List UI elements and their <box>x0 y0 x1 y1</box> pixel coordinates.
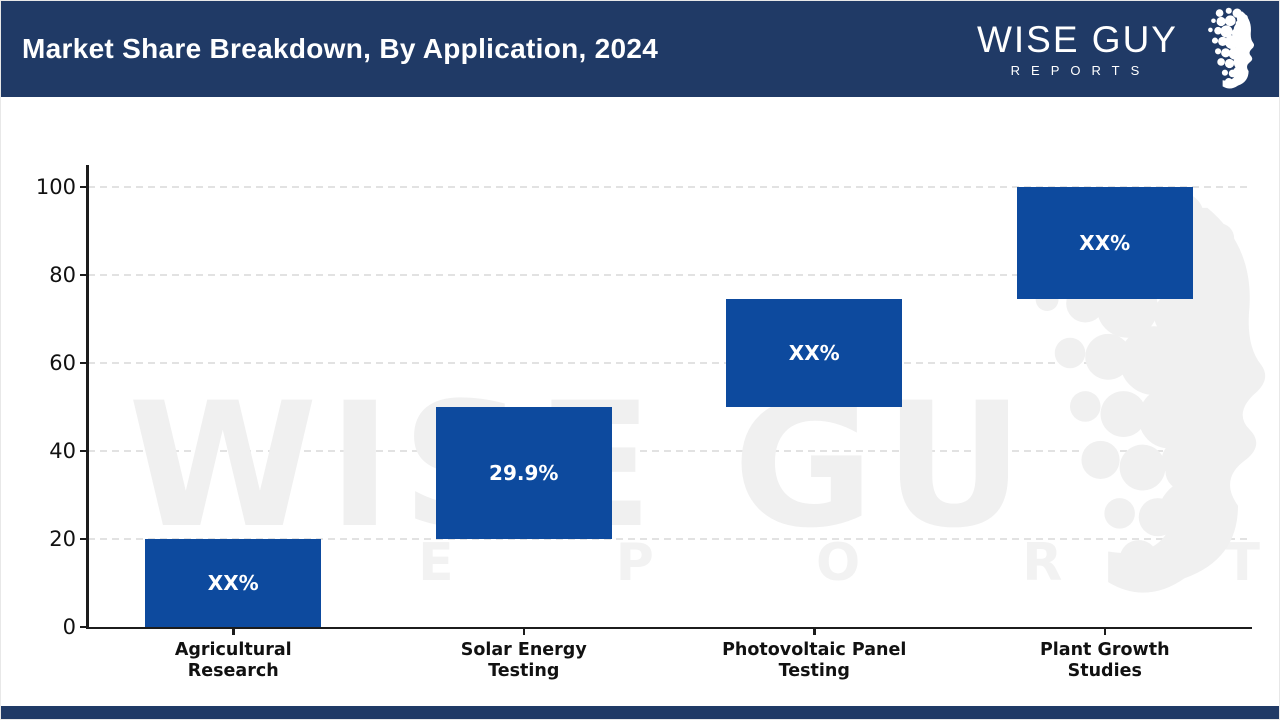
face-dot <box>1224 58 1235 68</box>
face-dot <box>1211 17 1216 23</box>
y-tick-label-0: 0 <box>62 615 76 639</box>
face-dot <box>1104 498 1135 529</box>
brand-name: WISE GUY <box>976 18 1178 60</box>
x-tick-mark-1 <box>522 627 525 635</box>
face-dot <box>1215 8 1224 17</box>
x-tick-mark-2 <box>813 627 816 635</box>
category-label-line: Plant Growth <box>1039 640 1170 660</box>
page-title: Market Share Breakdown, By Application, … <box>22 32 659 64</box>
category-label-line: Testing <box>778 661 850 682</box>
bar-plant-growth-studies: XX% <box>1016 187 1193 300</box>
y-tick-mark-60 <box>80 361 88 365</box>
watermark-reports-text: R E P O R T S <box>216 533 1280 593</box>
category-label-line: Agricultural <box>174 640 292 660</box>
face-dot <box>1208 27 1213 32</box>
bar-value-label: 29.9% <box>489 461 559 485</box>
face-dot <box>1119 444 1166 491</box>
y-tick-mark-40 <box>80 449 88 453</box>
x-axis-line <box>86 626 1252 629</box>
y-tick-mark-80 <box>80 273 88 277</box>
face-dot <box>1220 24 1233 38</box>
bar-photovoltaic-panel-testing: XX% <box>726 299 903 407</box>
face-dot <box>1054 337 1086 369</box>
face-dot <box>1221 69 1228 76</box>
y-tick-mark-20 <box>80 537 88 541</box>
y-tick-label-60: 60 <box>49 351 76 375</box>
category-label-line: Testing <box>488 661 560 682</box>
category-label-solar-energy-testing: Solar Energy Testing <box>394 640 654 683</box>
category-label-agricultural-research: Agricultural Research <box>103 640 363 683</box>
face-dot <box>1211 37 1219 44</box>
x-tick-mark-0 <box>232 627 235 635</box>
bar-solar-energy-testing: 29.9% <box>435 407 612 539</box>
face-dot <box>1216 16 1226 26</box>
brand-subname: REPORTS <box>1010 62 1151 78</box>
y-tick-mark-0 <box>80 625 88 629</box>
category-label-photovoltaic-panel-testing: Photovoltaic Panel Testing <box>684 640 944 683</box>
face-dot <box>1215 47 1222 54</box>
face-dot <box>1070 391 1101 422</box>
y-tick-label-80: 80 <box>49 263 76 287</box>
face-dot <box>1225 7 1232 14</box>
brand-logo: WISE GUY REPORTS <box>977 7 1254 91</box>
x-tick-mark-3 <box>1103 627 1106 635</box>
face-dot <box>1224 14 1236 26</box>
category-label-line: Research <box>187 661 279 682</box>
y-axis-line <box>86 165 89 629</box>
dotted-face-logo-icon <box>1208 7 1254 89</box>
face-dot <box>1214 26 1222 34</box>
face-dot <box>1100 391 1147 437</box>
face-profile <box>1222 11 1254 89</box>
bar-agricultural-research: XX% <box>145 539 322 627</box>
category-label-line: Photovoltaic Panel <box>722 640 907 660</box>
y-tick-mark-100 <box>80 185 88 189</box>
category-label-plant-growth-studies: Plant Growth Studies <box>975 640 1235 683</box>
face-dot <box>1085 333 1132 380</box>
face-dot <box>1217 57 1225 66</box>
face-dot <box>1081 440 1120 479</box>
face-dot <box>1218 36 1228 46</box>
bar-value-label: XX% <box>207 571 259 595</box>
bar-value-label: XX% <box>788 341 840 366</box>
category-label-line: Solar Energy <box>460 640 587 660</box>
y-tick-label-40: 40 <box>49 439 76 463</box>
bar-value-label: XX% <box>1079 231 1131 256</box>
face-profile <box>1108 207 1266 593</box>
category-label-line: Studies <box>1067 661 1142 682</box>
y-tick-label-20: 20 <box>49 527 76 551</box>
y-tick-label-100: 100 <box>35 175 76 199</box>
brand-logo-text: WISE GUY REPORTS <box>977 21 1178 77</box>
face-dot <box>1221 47 1231 57</box>
header-bar: Market Share Breakdown, By Application, … <box>0 0 1280 97</box>
footer-bar <box>0 706 1280 720</box>
